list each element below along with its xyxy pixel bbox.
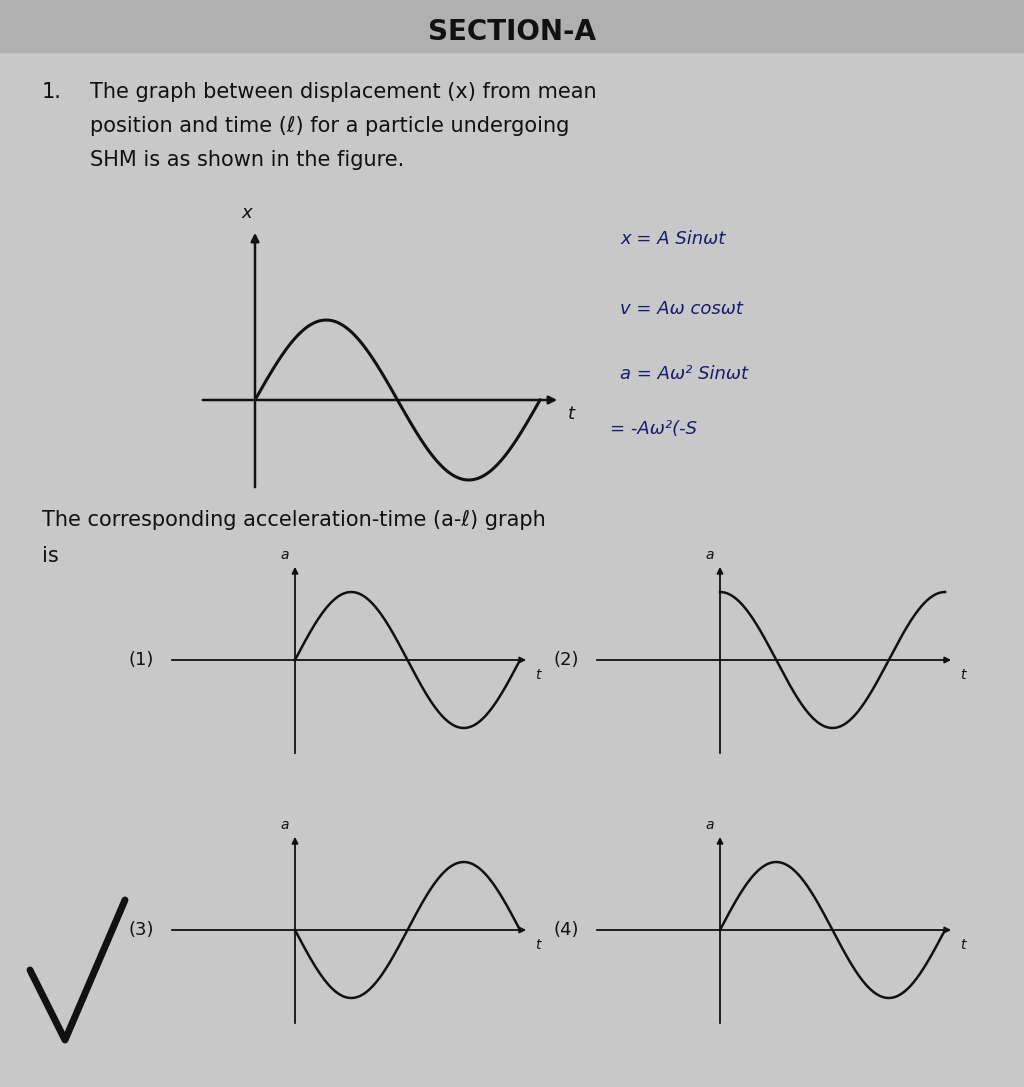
- Text: a = Aω² Sinωt: a = Aω² Sinωt: [620, 365, 748, 383]
- Text: is: is: [42, 546, 58, 566]
- Text: a: a: [281, 548, 289, 562]
- Text: SHM is as shown in the figure.: SHM is as shown in the figure.: [90, 150, 404, 170]
- Text: v = Aω cosωt: v = Aω cosωt: [620, 300, 742, 318]
- Text: t: t: [961, 669, 966, 682]
- Text: (4): (4): [554, 921, 579, 939]
- Text: SECTION-A: SECTION-A: [428, 18, 596, 46]
- Bar: [0, 0, 1024, 52]
- Text: x: x: [242, 204, 252, 222]
- Text: The graph between displacement (x) from mean: The graph between displacement (x) from …: [90, 82, 597, 102]
- Text: a: a: [706, 819, 714, 832]
- Text: t: t: [535, 669, 541, 682]
- Text: (2): (2): [554, 651, 579, 669]
- Text: t: t: [568, 405, 575, 423]
- Text: (3): (3): [128, 921, 154, 939]
- Text: t: t: [961, 938, 966, 952]
- Text: (1): (1): [129, 651, 154, 669]
- Text: 1.: 1.: [42, 82, 61, 102]
- Text: x = A Sinωt: x = A Sinωt: [620, 230, 725, 248]
- Text: = -Aω²(-S: = -Aω²(-S: [610, 420, 697, 438]
- Text: t: t: [535, 938, 541, 952]
- Text: position and time (ℓ) for a particle undergoing: position and time (ℓ) for a particle und…: [90, 116, 569, 136]
- Text: a: a: [281, 819, 289, 832]
- Text: a: a: [706, 548, 714, 562]
- Text: The corresponding acceleration-time (a-ℓ) graph: The corresponding acceleration-time (a-ℓ…: [42, 510, 546, 530]
